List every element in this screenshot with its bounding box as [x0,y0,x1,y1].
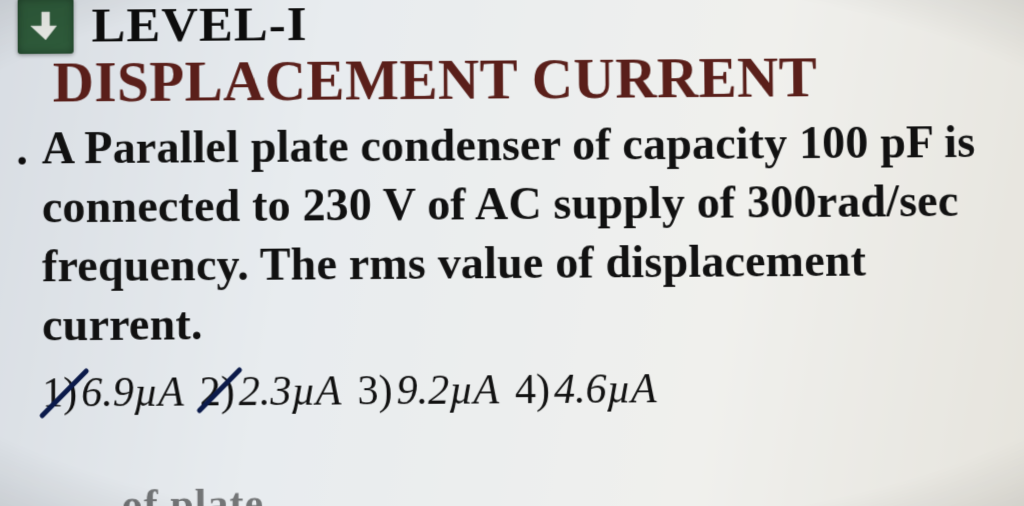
option-4-value: 4.6µA [554,365,657,414]
topic-title: DISPLACEMENT CURRENT [0,45,1022,116]
option-1: 1) 6.9µA [42,368,184,417]
question-row: . A Parallel plate condenser of capacity… [0,113,1005,355]
option-1-value: 6.9µA [81,368,184,417]
option-4: 4) 4.6µA [515,365,657,414]
option-2: 2) 2.3µA [200,367,342,416]
option-3: 3) 9.2µA [357,366,499,415]
question-text: A Parallel plate condenser of capacity 1… [42,113,1005,355]
option-1-num: 1) [42,369,77,417]
down-arrow-box [18,0,74,54]
page-scan: LEVEL-I DISPLACEMENT CURRENT . A Paralle… [0,0,1024,506]
option-3-num: 3) [357,366,392,414]
level-label: LEVEL-I [91,0,307,53]
options-row: 1) 6.9µA 2) 2.3µA 3) [0,362,1006,417]
option-2-value: 2.3µA [239,367,342,416]
down-arrow-icon [28,8,64,44]
option-3-value: 9.2µA [396,366,499,415]
option-2-num: 2) [200,368,235,416]
question-number: . [2,122,28,177]
option-4-num: 4) [515,365,550,413]
cutoff-next-line: …of plate [78,480,264,506]
